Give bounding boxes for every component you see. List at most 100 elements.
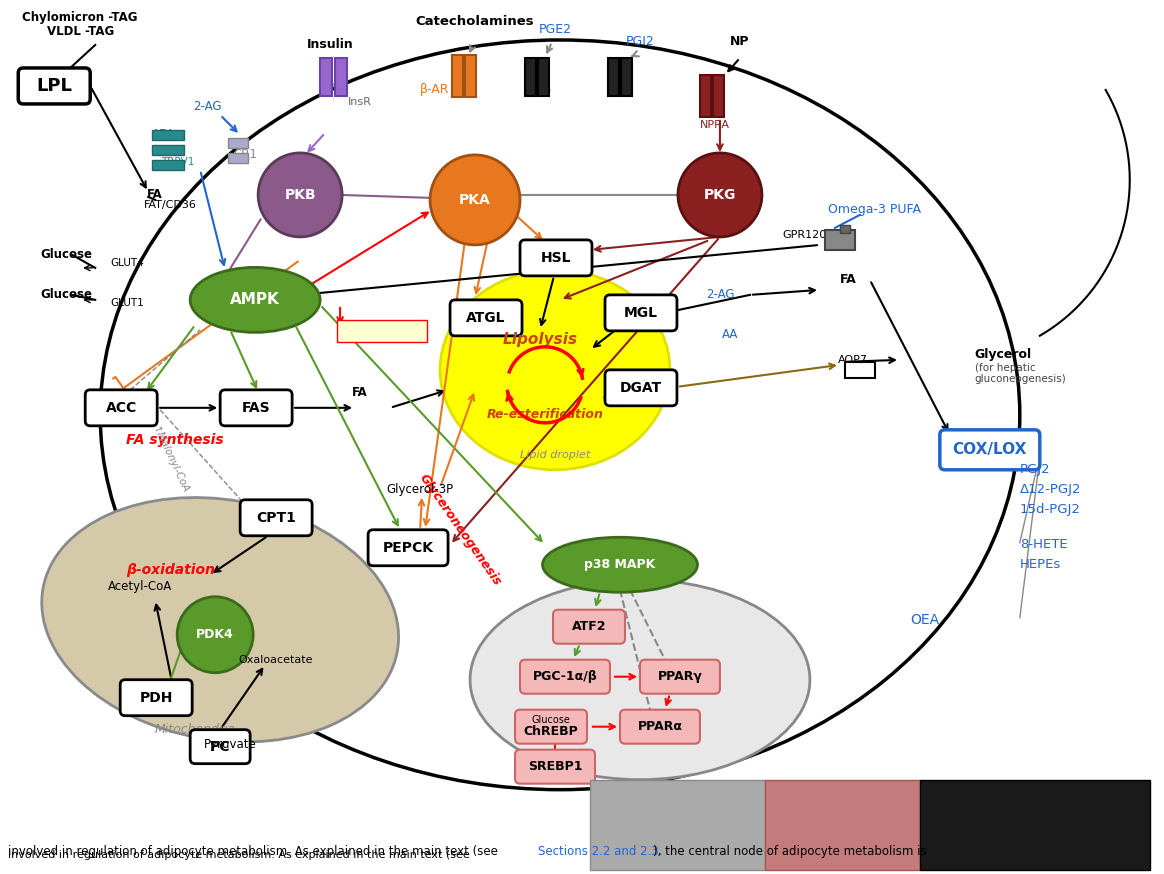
Text: FA: FA	[148, 189, 163, 201]
Bar	[825, 230, 854, 250]
Text: ↑AMP/ATP: ↑AMP/ATP	[355, 326, 409, 336]
Text: Pyruvate: Pyruvate	[204, 739, 256, 751]
Text: CPT1: CPT1	[832, 808, 861, 821]
Text: OEA: OEA	[910, 613, 939, 627]
Text: Glyceroneogenesis: Glyceroneogenesis	[417, 471, 504, 588]
Text: β-oxidation: β-oxidation	[126, 563, 214, 577]
FancyBboxPatch shape	[220, 390, 292, 426]
Bar	[712, 75, 724, 117]
Text: EP3: EP3	[528, 83, 552, 96]
Text: FAT/CD36: FAT/CD36	[143, 200, 197, 210]
Text: Sections 2.2 and 2.3.: Sections 2.2 and 2.3.	[538, 844, 662, 857]
Text: COX/LOX: COX/LOX	[952, 442, 1027, 457]
Text: AMPK: AMPK	[230, 293, 281, 308]
Text: Glycerol: Glycerol	[974, 349, 1032, 361]
Text: FA synthesis: FA synthesis	[127, 433, 223, 447]
Text: (for hepatic: (for hepatic	[974, 363, 1036, 373]
Text: PGJ2: PGJ2	[1020, 463, 1050, 476]
Text: p38 MAPK: p38 MAPK	[584, 558, 655, 572]
Text: Glucose: Glucose	[41, 288, 92, 302]
Text: MGL: MGL	[624, 306, 658, 320]
Text: FA: FA	[840, 274, 857, 287]
FancyBboxPatch shape	[514, 710, 587, 744]
Circle shape	[677, 153, 762, 237]
Text: HSL: HSL	[541, 251, 572, 265]
Text: VLDL -TAG: VLDL -TAG	[47, 25, 114, 38]
Text: Glucose: Glucose	[41, 248, 92, 261]
Text: ATF2: ATF2	[572, 621, 606, 634]
Text: AA: AA	[722, 329, 738, 342]
Text: β-AR: β-AR	[420, 83, 449, 96]
Text: NPRA: NPRA	[700, 120, 730, 130]
Text: GLUT4: GLUT4	[111, 258, 144, 268]
FancyBboxPatch shape	[605, 295, 677, 331]
Bar	[228, 153, 248, 163]
Circle shape	[258, 153, 342, 237]
FancyBboxPatch shape	[19, 68, 91, 104]
Bar	[338, 320, 427, 342]
Text: Acetyl-CoA: Acetyl-CoA	[108, 580, 172, 593]
Bar	[845, 362, 875, 378]
Text: ACC: ACC	[106, 401, 137, 415]
Circle shape	[430, 155, 520, 245]
Text: involved in regulation of adipocyte metabolism. As explained in the main text (s: involved in regulation of adipocyte meta…	[8, 863, 474, 872]
Text: Glycerol-3P: Glycerol-3P	[386, 483, 454, 496]
Text: Adipogenesis: Adipogenesis	[935, 840, 1013, 853]
Text: gluconeogenesis): gluconeogenesis)	[974, 374, 1066, 384]
Text: Oxaloacetate: Oxaloacetate	[237, 655, 312, 665]
Text: Nucleus: Nucleus	[545, 753, 595, 766]
Bar	[840, 225, 850, 232]
Ellipse shape	[42, 497, 398, 742]
FancyBboxPatch shape	[85, 390, 157, 426]
Text: β-oxidation: β-oxidation	[814, 823, 880, 836]
Bar	[152, 145, 184, 155]
FancyBboxPatch shape	[939, 430, 1039, 470]
FancyBboxPatch shape	[605, 370, 677, 406]
Text: DGAT: DGAT	[620, 381, 662, 395]
Bar	[452, 55, 463, 97]
Text: PPARγ: PPARγ	[935, 789, 980, 802]
Text: GPR120: GPR120	[782, 230, 828, 239]
Bar	[920, 780, 1150, 870]
Text: Catecholamines: Catecholamines	[416, 16, 534, 29]
Text: PC: PC	[210, 739, 230, 753]
Bar	[152, 160, 184, 170]
Circle shape	[177, 597, 253, 673]
Text: PKG: PKG	[704, 188, 736, 202]
Text: ), the central node of adipocyte metabolism is: ), the central node of adipocyte metabol…	[653, 844, 927, 857]
Text: Mitochondria: Mitochondria	[155, 723, 236, 736]
Text: AQP7: AQP7	[838, 355, 868, 364]
Text: Insulin: Insulin	[307, 38, 354, 52]
Text: PPARγ: PPARγ	[658, 670, 702, 683]
Text: Re-esterification: Re-esterification	[487, 408, 603, 421]
Ellipse shape	[190, 267, 320, 332]
Text: PGI2: PGI2	[625, 36, 654, 48]
Text: ATGL: ATGL	[467, 311, 506, 325]
Text: PEPCK, CD36, PDK4, PC: PEPCK, CD36, PDK4, PC	[935, 808, 1073, 821]
Text: InsR: InsR	[348, 97, 372, 107]
Bar	[538, 58, 549, 96]
Text: ACC, FAS, GLUT4: ACC, FAS, GLUT4	[627, 808, 726, 821]
Bar	[525, 58, 535, 96]
Text: HEPEs: HEPEs	[1020, 558, 1062, 572]
Text: PGC-1α/β: PGC-1α/β	[533, 670, 597, 683]
Text: PPARα: PPARα	[638, 720, 682, 733]
Text: PGE2: PGE2	[539, 24, 572, 37]
Ellipse shape	[100, 40, 1020, 789]
Bar	[335, 58, 347, 96]
FancyBboxPatch shape	[368, 530, 448, 565]
Text: Omega-3 PUFA: Omega-3 PUFA	[829, 204, 922, 217]
Text: PIR: PIR	[610, 83, 630, 96]
Text: involved in regulation of adipocyte metabolism. As explained in the main text (s: involved in regulation of adipocyte meta…	[8, 850, 474, 860]
FancyBboxPatch shape	[520, 660, 610, 694]
Bar	[466, 55, 476, 97]
Text: Glucose: Glucose	[532, 715, 570, 725]
Ellipse shape	[542, 538, 697, 593]
Text: CPT1: CPT1	[256, 510, 296, 524]
Bar	[228, 138, 248, 148]
Text: 2-AG: 2-AG	[193, 101, 221, 114]
Bar	[320, 58, 332, 96]
Text: CB1: CB1	[233, 149, 257, 162]
Bar	[590, 780, 765, 870]
Text: TRPV1: TRPV1	[162, 157, 194, 167]
